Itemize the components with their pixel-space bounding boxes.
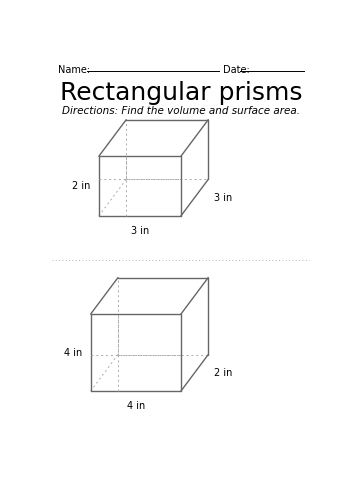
Text: 2 in: 2 in [72, 181, 91, 191]
Text: 3 in: 3 in [131, 226, 149, 235]
Text: Date:: Date: [223, 64, 250, 74]
Text: Name:: Name: [58, 64, 90, 74]
Text: 3 in: 3 in [214, 192, 232, 202]
Text: 4 in: 4 in [64, 348, 83, 358]
Text: 4 in: 4 in [127, 400, 145, 410]
Text: 2 in: 2 in [214, 368, 232, 378]
Text: Directions: Find the volume and surface area.: Directions: Find the volume and surface … [62, 106, 300, 116]
Text: Rectangular prisms: Rectangular prisms [60, 80, 302, 104]
